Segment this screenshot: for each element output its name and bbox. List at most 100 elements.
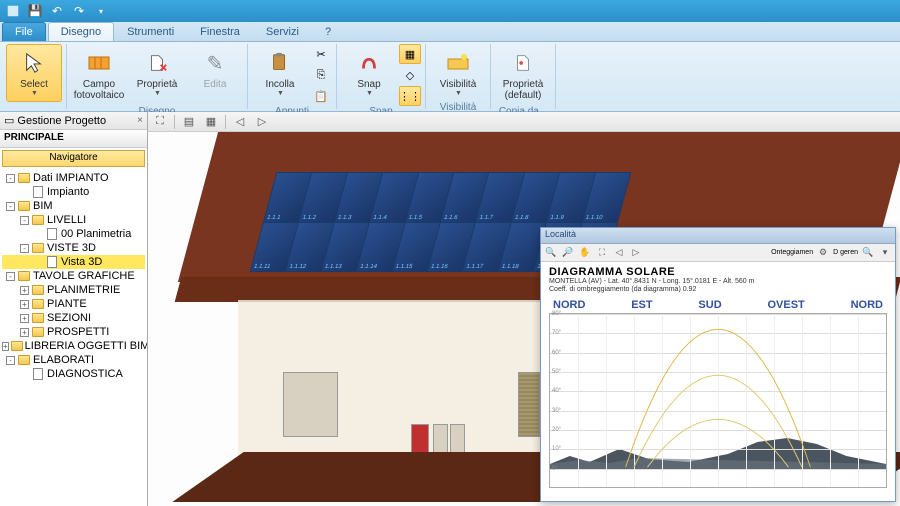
incolla-button[interactable]: Incolla ▼	[252, 44, 308, 102]
tree-expander[interactable]: +	[20, 286, 29, 295]
project-tab[interactable]: ▭ Gestione Progetto ×	[0, 112, 147, 130]
prev-icon[interactable]: ◁	[612, 246, 626, 260]
viewport-3d[interactable]: ⛶ ▤ ▦ ◁ ▷ Località	[148, 112, 900, 506]
shutter	[518, 372, 540, 437]
cursor-icon	[20, 49, 48, 77]
proprieta-default-button[interactable]: Proprietà (default)	[495, 44, 551, 106]
panel-icon	[85, 49, 113, 77]
tree-expander[interactable]: -	[6, 356, 15, 365]
chevron-down-icon: ▼	[31, 90, 38, 97]
tab-strumenti[interactable]: Strumenti	[114, 22, 187, 41]
tree-expander[interactable]: +	[20, 328, 29, 337]
chevron-down-icon: ▼	[154, 90, 161, 97]
tree-expander[interactable]: -	[20, 244, 29, 253]
copy-button[interactable]: ⎘	[310, 65, 332, 85]
vp-expand-icon[interactable]: ⛶	[152, 114, 168, 130]
panel-box	[433, 424, 448, 454]
campo-fotovoltaico-button[interactable]: Campo fotovoltaico	[71, 44, 127, 106]
tab-finestra[interactable]: Finestra	[187, 22, 253, 41]
tree-node[interactable]: -ELABORATI	[2, 353, 145, 367]
tree-label: BIM	[33, 200, 53, 212]
paste-small-button[interactable]: 📋	[310, 86, 332, 106]
tree-node[interactable]: +PROSPETTI	[2, 325, 145, 339]
door	[411, 424, 429, 454]
solar-window-title[interactable]: Località	[541, 228, 895, 244]
solar-chart: 80°70°60°50°40°30°20°10°0°	[549, 313, 887, 488]
solar-coeff: Coeff. di ombreggiamento (da diagramma) …	[549, 286, 887, 294]
folder-icon	[31, 284, 45, 296]
gear-icon[interactable]: ⚙	[816, 246, 830, 260]
fit-icon[interactable]: ⛶	[595, 246, 609, 260]
tree-expander[interactable]: -	[6, 174, 15, 183]
vp-right-icon[interactable]: ▷	[254, 114, 270, 130]
folder-icon	[17, 270, 31, 282]
zoom-in-icon[interactable]: 🔍	[544, 246, 558, 260]
redo-icon[interactable]: ↷	[70, 2, 88, 20]
tree-label: Vista 3D	[61, 256, 102, 268]
tree-label: LIVELLI	[47, 214, 86, 226]
tree-node[interactable]: +PLANIMETRIE	[2, 283, 145, 297]
tree-expander[interactable]: -	[6, 272, 15, 281]
close-icon[interactable]: ×	[137, 115, 143, 126]
next-icon[interactable]: ▷	[629, 246, 643, 260]
tree-node[interactable]: 00 Planimetria	[2, 227, 145, 241]
qat-more-icon[interactable]: ▾	[92, 2, 110, 20]
solar-tb-label: Onteggiamen	[771, 249, 813, 256]
tab-help[interactable]: ?	[312, 22, 344, 41]
tree-label: PIANTE	[47, 298, 87, 310]
tree-node[interactable]: - BIM	[2, 199, 145, 213]
visibilita-button[interactable]: Visibilità ▼	[430, 44, 486, 102]
app-menu-icon[interactable]	[4, 2, 22, 20]
doc-icon	[45, 256, 59, 268]
folder-icon	[31, 312, 45, 324]
select-button[interactable]: Select ▼	[6, 44, 62, 102]
tab-file[interactable]: File	[2, 22, 46, 41]
tree-node[interactable]: -TAVOLE GRAFICHE	[2, 269, 145, 283]
sidebar: ▭ Gestione Progetto × PRINCIPALE Navigat…	[0, 112, 148, 506]
tree-expander[interactable]: +	[2, 342, 9, 351]
tree-node[interactable]: DIAGNOSTICA	[2, 367, 145, 381]
snap-obj-button[interactable]: ◇	[399, 65, 421, 85]
proprieta-button[interactable]: Proprietà ▼	[129, 44, 185, 102]
tree-node[interactable]: + PIANTE	[2, 297, 145, 311]
save-icon[interactable]: 💾	[26, 2, 44, 20]
folder-icon	[31, 326, 45, 338]
tab-disegno[interactable]: Disegno	[48, 22, 114, 41]
search-icon[interactable]: 🔍	[861, 246, 875, 260]
chevron-down-icon: ▼	[455, 90, 462, 97]
navigatore-header[interactable]: Navigatore	[2, 150, 145, 167]
vp-layers-icon[interactable]: ▤	[181, 114, 197, 130]
project-tree: -Dati IMPIANTOImpianto-BIM-LIVELLI00 Pla…	[0, 169, 147, 506]
tree-expander[interactable]: -	[20, 216, 29, 225]
tree-node[interactable]: Impianto	[2, 185, 145, 199]
principale-header: PRINCIPALE	[0, 130, 147, 148]
tree-node[interactable]: -VISTE 3D	[2, 241, 145, 255]
snap-button[interactable]: Snap ▼	[341, 44, 397, 102]
tree-node[interactable]: +LIBRERIA OGGETTI BIM	[2, 339, 145, 353]
ribbon: Select ▼ Campo fotovoltaico Proprietà ▼ …	[0, 42, 900, 112]
tree-expander[interactable]: -	[6, 202, 15, 211]
tree-expander[interactable]: +	[20, 314, 29, 323]
zoom-out-icon[interactable]: 🔎	[561, 246, 575, 260]
solar-compass: NORD EST SUD OVEST NORD	[549, 299, 887, 311]
solar-title-text: DIAGRAMMA SOLARE	[549, 266, 887, 278]
vp-grid-icon[interactable]: ▦	[203, 114, 219, 130]
tree-label: Dati IMPIANTO	[33, 172, 109, 184]
tree-expander[interactable]: +	[20, 300, 29, 309]
tree-node[interactable]: - LIVELLI	[2, 213, 145, 227]
window	[283, 372, 338, 437]
tree-node[interactable]: +SEZIONI	[2, 311, 145, 325]
edita-button[interactable]: ✎ Edita	[187, 44, 243, 95]
tree-node[interactable]: Vista 3D	[2, 255, 145, 269]
pan-icon[interactable]: ✋	[578, 246, 592, 260]
tree-node[interactable]: - Dati IMPIANTO	[2, 171, 145, 185]
vp-left-icon[interactable]: ◁	[232, 114, 248, 130]
cut-button[interactable]: ✂	[310, 44, 332, 64]
snap-pts-button[interactable]: ⋮⋮	[399, 86, 421, 106]
tab-servizi[interactable]: Servizi	[253, 22, 312, 41]
more-icon[interactable]: ▾	[878, 246, 892, 260]
snap-grid-button[interactable]: ▦	[399, 44, 421, 64]
folder-icon	[17, 200, 31, 212]
solar-diagram-window[interactable]: Località 🔍 🔎 ✋ ⛶ ◁ ▷ Onteggiamen ⚙ D ger…	[540, 227, 896, 502]
undo-icon[interactable]: ↶	[48, 2, 66, 20]
